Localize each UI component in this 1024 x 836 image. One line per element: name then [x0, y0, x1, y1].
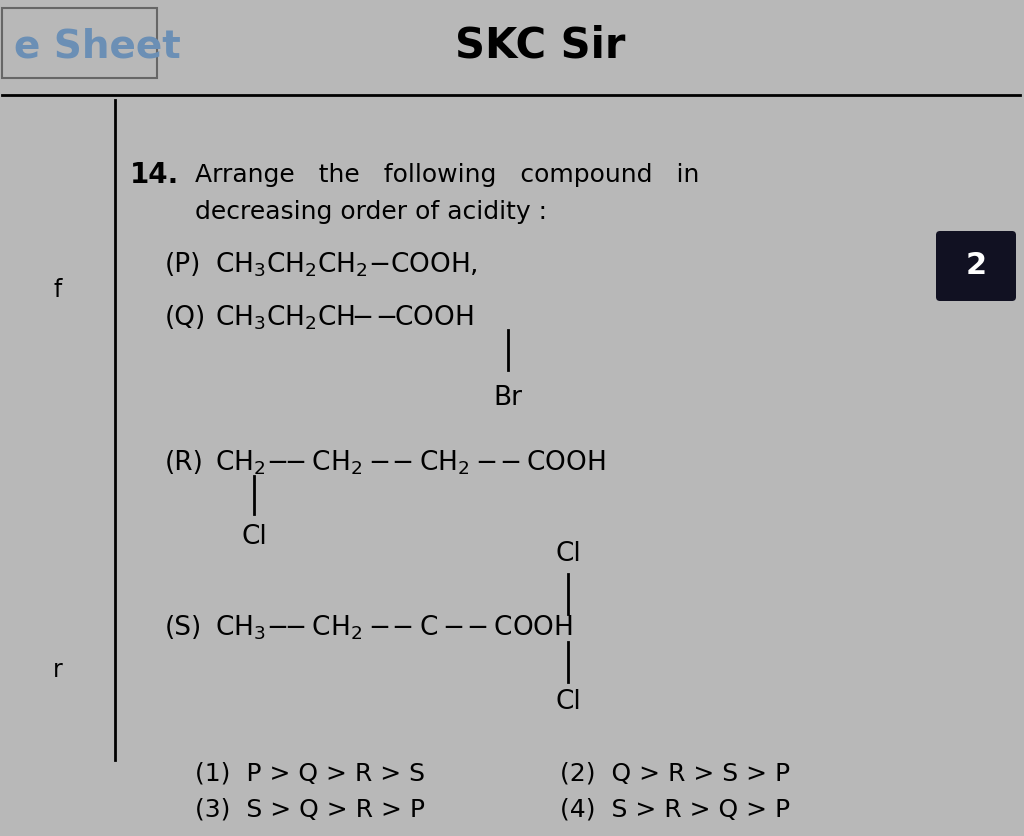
Text: $\mathsf{CH_3CH_2CH_2}$$\mathsf{-COOH,}$: $\mathsf{CH_3CH_2CH_2}$$\mathsf{-COOH,}$	[215, 251, 478, 279]
Text: (S): (S)	[165, 615, 203, 641]
Text: Cl: Cl	[555, 541, 581, 567]
Text: r: r	[53, 658, 62, 682]
Text: Cl: Cl	[555, 689, 581, 715]
Text: 14.: 14.	[130, 161, 179, 189]
Text: Arrange   the   following   compound   in: Arrange the following compound in	[195, 163, 699, 187]
Text: (Q): (Q)	[165, 305, 206, 331]
FancyBboxPatch shape	[936, 231, 1016, 301]
Text: $\mathsf{CH_3}$$\mathsf{-\!\!-CH_2-\!\!-C-\!\!-COOH}$: $\mathsf{CH_3}$$\mathsf{-\!\!-CH_2-\!\!-…	[215, 614, 572, 642]
Text: $\mathsf{CH_2}$$\mathsf{-\!\!-CH_2-\!\!-CH_2-\!\!-COOH}$: $\mathsf{CH_2}$$\mathsf{-\!\!-CH_2-\!\!-…	[215, 449, 605, 477]
Text: Br: Br	[494, 385, 522, 411]
Text: (2)  Q > R > S > P: (2) Q > R > S > P	[560, 761, 791, 785]
Text: (P): (P)	[165, 252, 202, 278]
Text: Cl: Cl	[241, 524, 267, 550]
Text: e Sheet: e Sheet	[14, 27, 181, 65]
Text: decreasing order of acidity :: decreasing order of acidity :	[195, 200, 547, 224]
Text: (1)  P > Q > R > S: (1) P > Q > R > S	[195, 761, 425, 785]
Text: SKC Sir: SKC Sir	[455, 25, 626, 67]
Text: f: f	[54, 278, 62, 302]
Text: (3)  S > Q > R > P: (3) S > Q > R > P	[195, 798, 425, 822]
Text: (4)  S > R > Q > P: (4) S > R > Q > P	[560, 798, 791, 822]
FancyBboxPatch shape	[2, 8, 157, 78]
Text: (R): (R)	[165, 450, 204, 476]
Text: $\mathsf{CH_3CH_2CH}$$\mathsf{\!\!-\!\!-\!\!COOH}$: $\mathsf{CH_3CH_2CH}$$\mathsf{\!\!-\!\!-…	[215, 303, 473, 332]
Text: 2: 2	[966, 252, 986, 281]
